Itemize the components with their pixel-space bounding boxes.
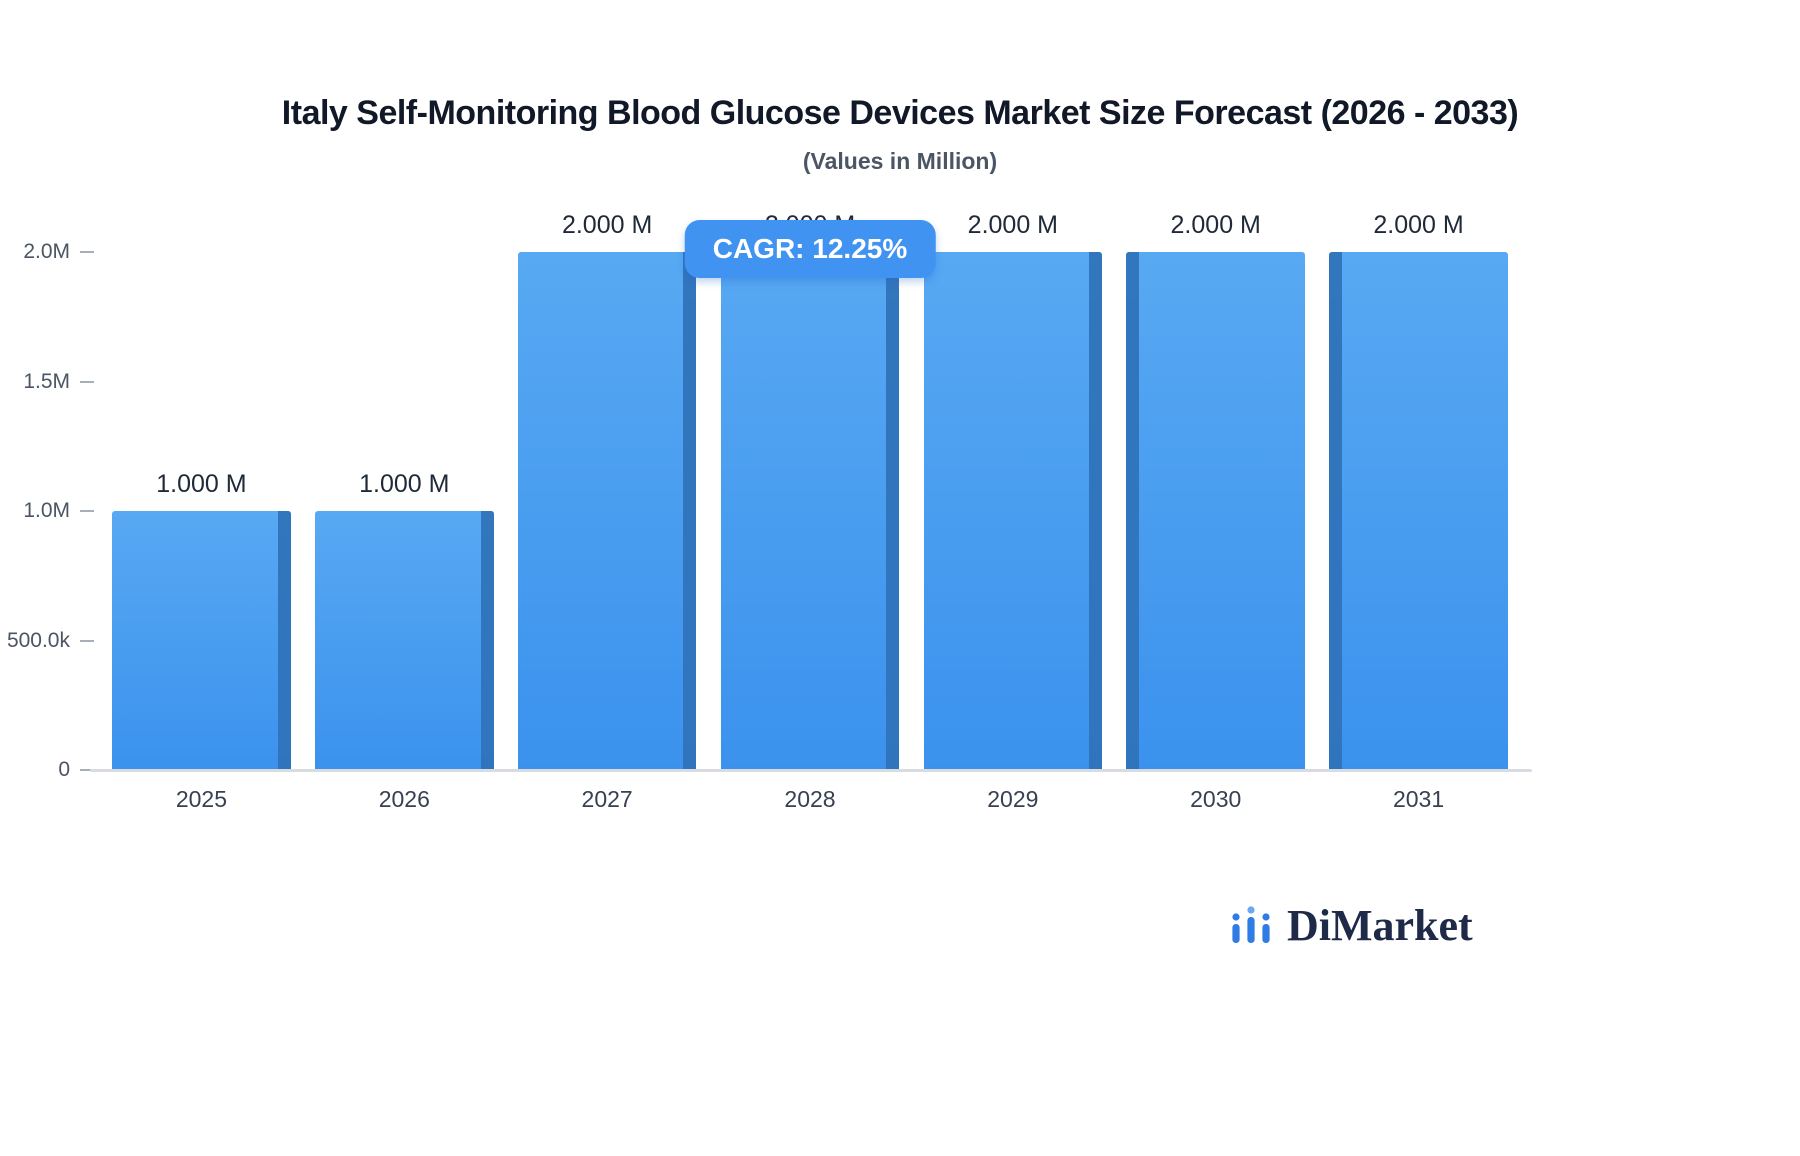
bar-value-label: 2.000 M (1373, 211, 1464, 239)
bar-shade (480, 511, 494, 770)
bar-value-label: 1.000 M (156, 470, 247, 498)
bar-shade (1329, 252, 1343, 770)
cagr-badge: CAGR: 12.25% (684, 220, 936, 278)
x-axis-line (90, 769, 1532, 772)
bar-2030: 2.000 M (1126, 211, 1305, 770)
x-axis-labels: 2025 2026 2027 2028 2029 2030 2031 (100, 770, 1520, 830)
y-tick-label: 500.0k (6, 628, 70, 652)
y-tick-label: 1.0M (23, 499, 70, 522)
bar-shade (277, 511, 291, 770)
bar-2025: 1.000 M (112, 470, 291, 770)
x-axis-label: 2028 (784, 786, 836, 812)
chart-subtitle: (Values in Million) (802, 148, 998, 174)
bar-2029: 2.000 M (923, 211, 1103, 770)
bar-value-label: 1.000 M (359, 470, 450, 498)
y-tick-mark (80, 251, 94, 253)
bars-container: 1.000 M 1.000 M 2.000 M 2.000 M 2.000 M 2.000… (100, 211, 1520, 770)
x-axis-label: 2027 (581, 786, 633, 812)
x-axis-label: 2029 (987, 786, 1039, 812)
y-tick-label: 2.0M (23, 240, 70, 263)
bar-value-label: 2.000 M (561, 211, 653, 239)
x-axis-label: 2026 (378, 786, 430, 812)
bar-value-label: 2.000 M (1170, 211, 1261, 239)
x-axis-label: 2031 (1392, 786, 1445, 812)
y-tick-mark (80, 380, 94, 383)
bar-2031: 2.000 M (1329, 211, 1508, 770)
y-tick-mark (80, 769, 94, 771)
bar-shade (1089, 252, 1103, 770)
y-tick-mark (80, 639, 94, 642)
x-axis-label: 2030 (1190, 786, 1242, 812)
bar-shade (683, 252, 697, 770)
chart-title: Italy Self-Monitoring Blood Glucose Devi… (281, 94, 1519, 132)
y-axis: 0 500.0k 1.0M 1.5M 2.0M (0, 240, 100, 781)
bar-chart-icon (1232, 906, 1270, 943)
cagr-badge-label: CAGR: 12.25% (712, 233, 908, 264)
dimarket-logo: DiMarket (1228, 903, 1473, 949)
bar-2026: 1.000 M (315, 470, 494, 770)
bar-value-label: 2.000 M (967, 211, 1059, 239)
y-tick-mark (80, 510, 94, 512)
bar-2028: 2.000 M (720, 211, 900, 770)
y-tick-label: 1.5M (23, 369, 70, 393)
y-tick-label: 0 (58, 758, 70, 781)
bar-shade (886, 252, 900, 770)
bar-2027: 2.000 M (517, 211, 697, 770)
bar-shade (1126, 252, 1140, 770)
plot-area: 0 500.0k 1.0M 1.5M 2.0M 1.000 M 1.000 M 2.000 … (7, 211, 1532, 812)
dimarket-logo-text: DiMarket (1287, 901, 1473, 950)
x-axis-label: 2025 (175, 786, 228, 812)
